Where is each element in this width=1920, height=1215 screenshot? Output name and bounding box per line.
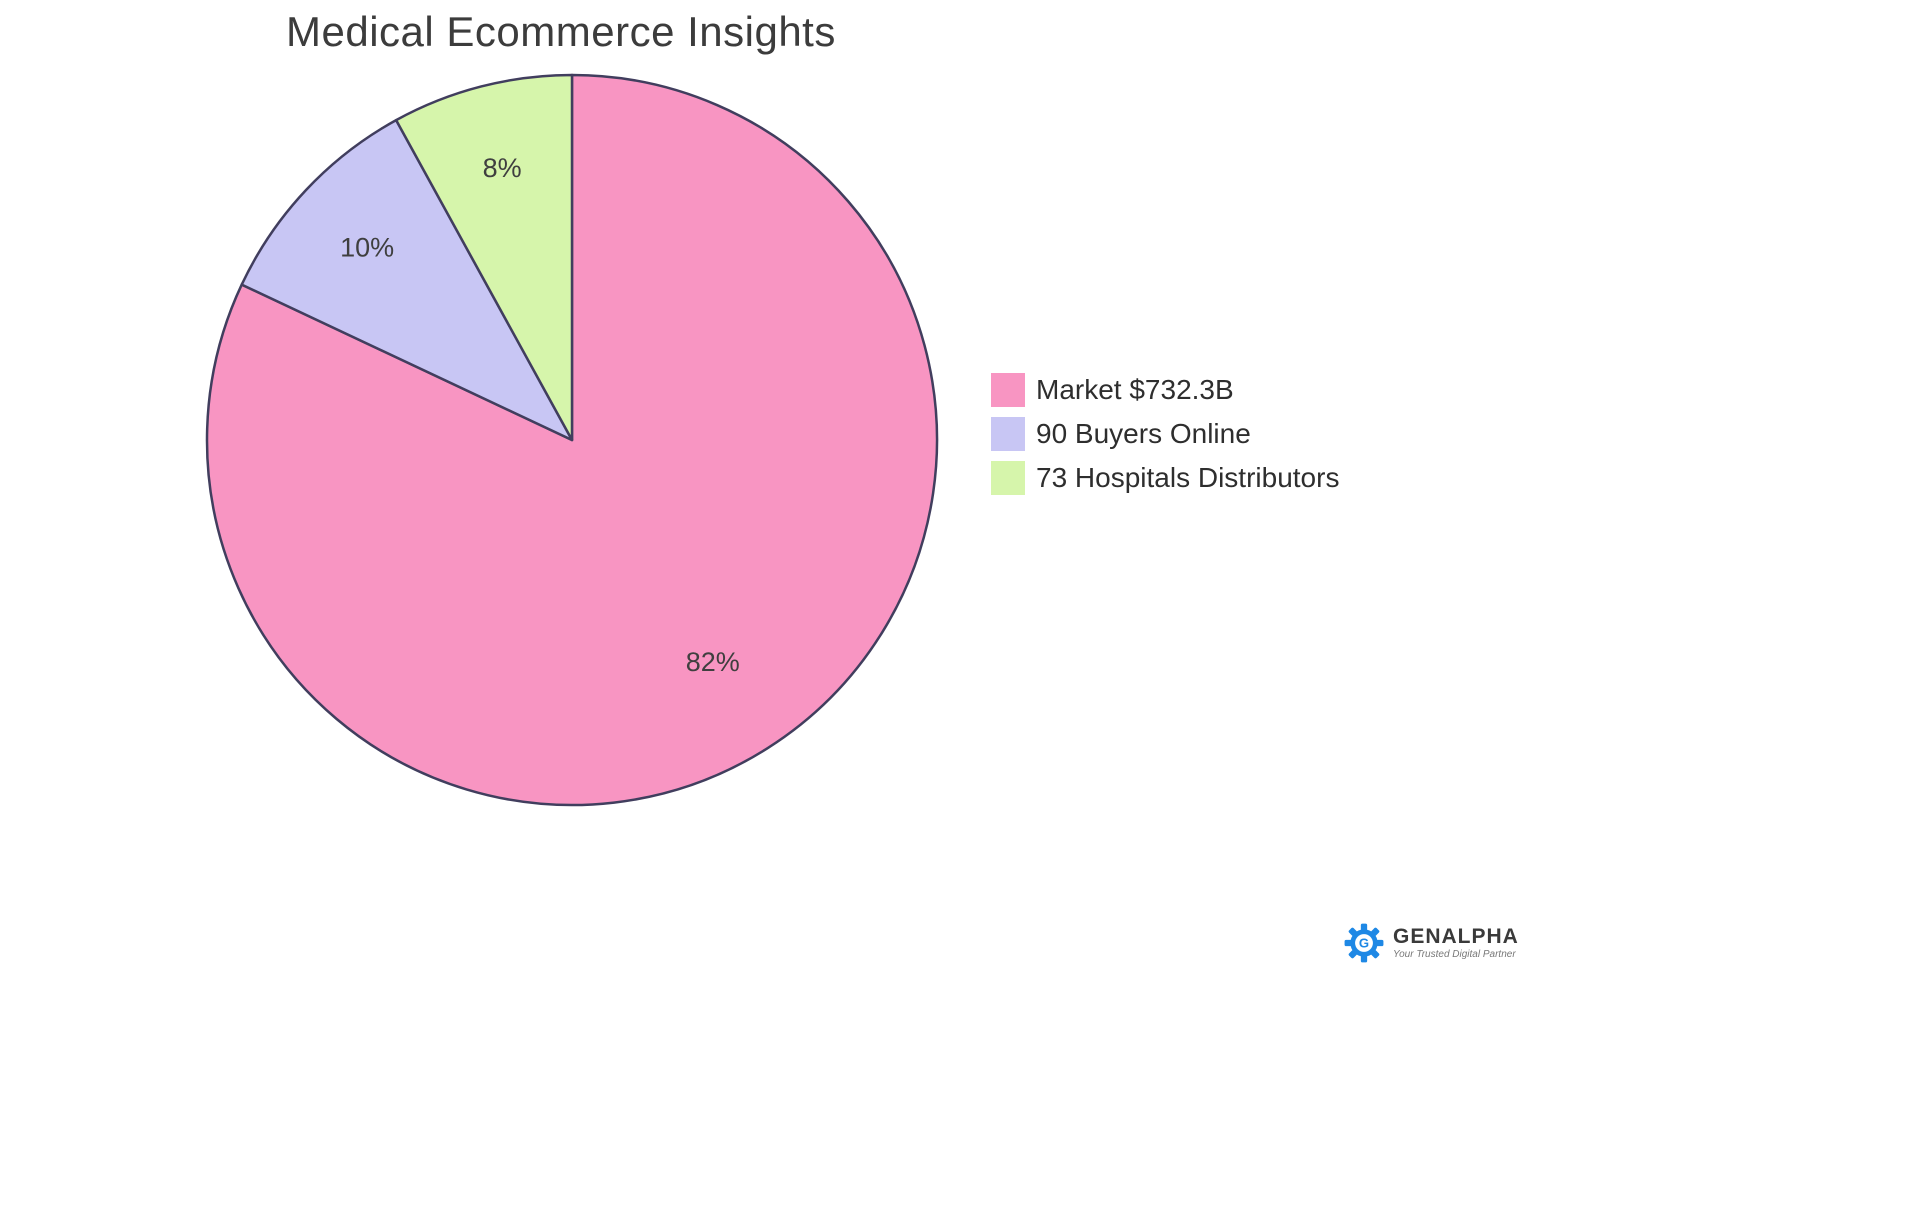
legend-swatch-market: [991, 373, 1025, 407]
pie-slice-2: [394, 73, 574, 442]
legend-swatch-hospitals-distributors: [991, 461, 1025, 495]
brand-logo: G GENALPHA Your Trusted Digital Partner: [1343, 922, 1519, 964]
legend-label-buyers-online: 90 Buyers Online: [1036, 418, 1251, 449]
brand-text: GENALPHA Your Trusted Digital Partner: [1393, 924, 1519, 961]
pie-slice-label-2: 8%: [483, 153, 522, 183]
legend-label-hospitals-distributors: 73 Hospitals Distributors: [1036, 462, 1340, 493]
chart-title: Medical Ecommerce Insights: [286, 8, 836, 55]
brand-tagline: Your Trusted Digital Partner: [1393, 948, 1516, 960]
pie-slice-label-0: 82%: [686, 647, 740, 677]
pie-slice-1: [240, 118, 574, 442]
legend-item-buyers-online: 90 Buyers Online: [991, 417, 1339, 451]
legend-item-hospitals-distributors: 73 Hospitals Distributors: [991, 461, 1339, 495]
legend: Market $732.3B 90 Buyers Online 73 Hospi…: [991, 373, 1339, 495]
pie-slice-0: [205, 73, 939, 807]
legend-item-market: Market $732.3B: [991, 373, 1339, 407]
brand-name: GENALPHA: [1393, 924, 1519, 948]
legend-swatch-buyers-online: [991, 417, 1025, 451]
gear-letter: G: [1359, 936, 1369, 951]
gear-icon: G: [1344, 923, 1384, 963]
legend-label-market: Market $732.3B: [1036, 374, 1234, 405]
pie-slice-label-1: 10%: [340, 233, 394, 263]
